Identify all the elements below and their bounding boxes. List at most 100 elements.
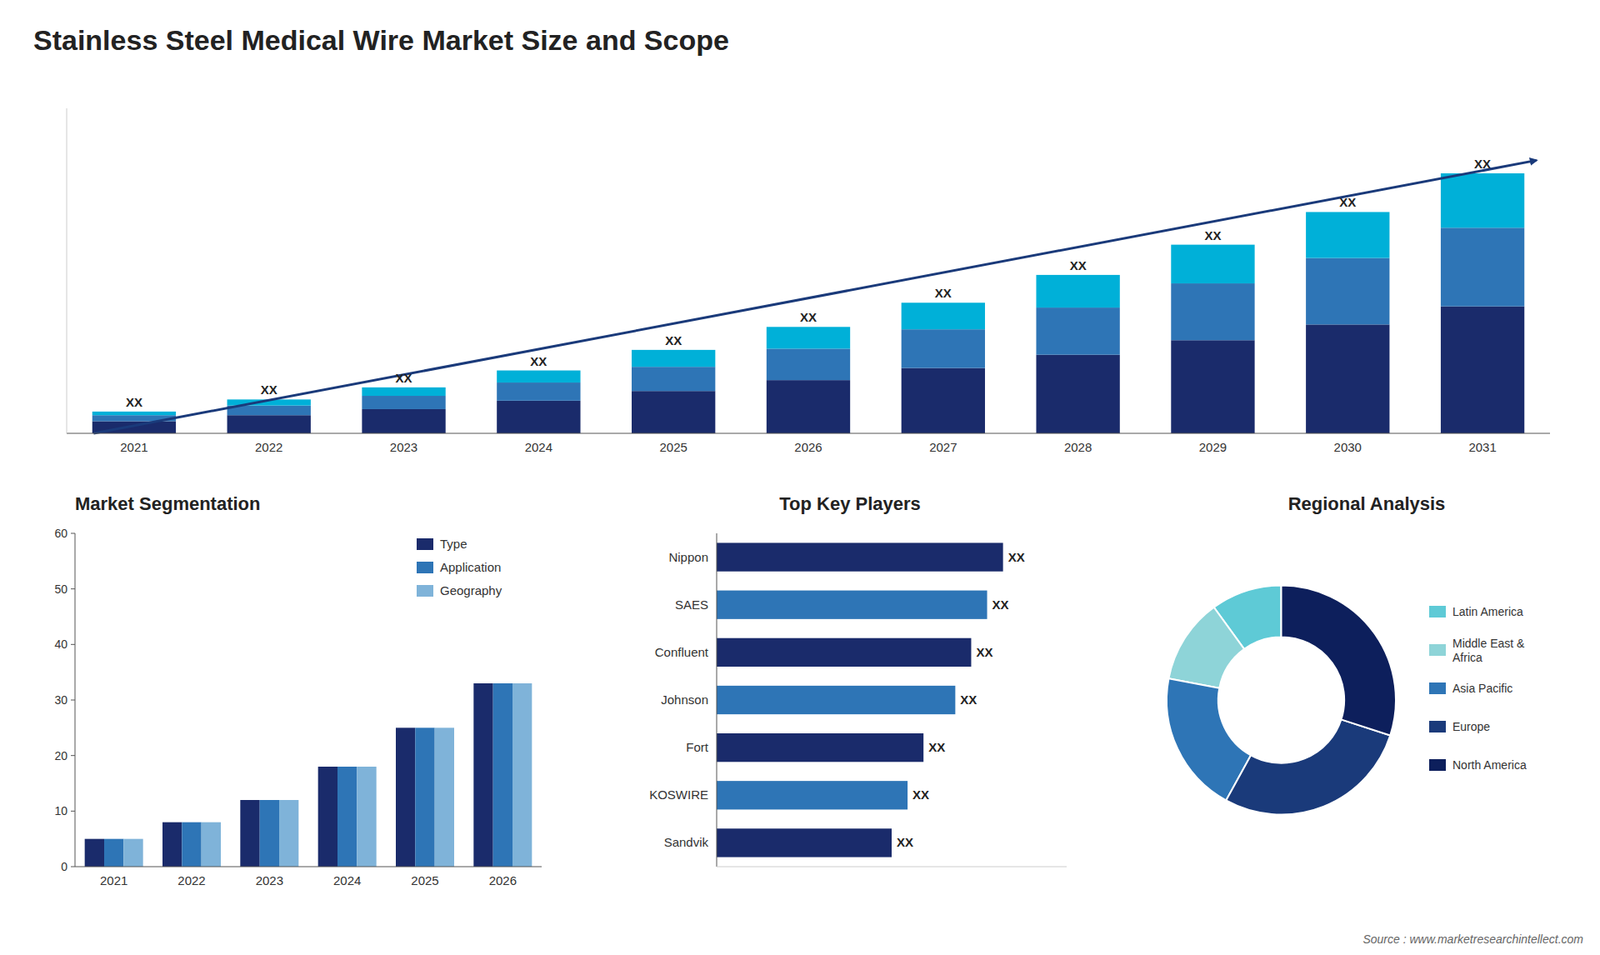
legend-swatch — [416, 585, 434, 597]
dashboard: Stainless Steel Medical Wire Market Size… — [0, 0, 1600, 955]
bar — [240, 800, 260, 867]
x-tick-label: 2023 — [255, 873, 284, 888]
bar — [493, 683, 513, 867]
donut-slice — [1168, 607, 1245, 689]
bar-segment — [361, 409, 445, 434]
legend-swatch — [1429, 605, 1446, 618]
x-axis-line — [75, 866, 542, 868]
bar-segment — [901, 368, 985, 434]
legend-label: Europe — [1452, 720, 1490, 734]
bar-segment — [1035, 307, 1120, 355]
bar — [162, 822, 182, 867]
bar-segment — [766, 348, 850, 380]
data-label: XX — [530, 354, 547, 369]
x-tick-label: 2021 — [120, 440, 148, 455]
y-tick-label: 50 — [54, 582, 68, 596]
legend-swatch — [1429, 759, 1446, 771]
bar-segment — [631, 390, 715, 434]
main-title: Stainless Steel Medical Wire Market Size… — [33, 24, 730, 56]
y-tick-label: 30 — [54, 693, 68, 707]
legend-label: Asia Pacific — [1452, 681, 1513, 695]
data-label: XX — [800, 310, 817, 325]
trend-arrow — [93, 160, 1536, 434]
data-label: XX — [935, 285, 952, 300]
legend-label-line: Asia Pacific — [1452, 681, 1513, 695]
data-label: XX — [260, 382, 278, 397]
bar — [123, 839, 143, 867]
bar — [260, 800, 280, 867]
y-tick — [70, 866, 75, 868]
y-tick-label: KOSWIRE — [649, 787, 709, 802]
data-label: XX — [125, 395, 143, 410]
bar-segment — [496, 370, 580, 384]
bar-segment — [361, 395, 445, 410]
x-tick-label: 2025 — [659, 440, 687, 455]
legend-label-line: Africa — [1452, 650, 1483, 665]
plot-area — [92, 173, 1525, 434]
bar-segment — [1305, 211, 1390, 258]
legend-label-line: North America — [1452, 758, 1527, 772]
bar-segment — [1440, 306, 1525, 434]
legend-label: Type — [440, 536, 468, 551]
data-label: XX — [912, 787, 930, 802]
data-label: XX — [1339, 195, 1356, 210]
bar-segment — [1035, 355, 1120, 434]
x-axis-line — [716, 866, 1067, 868]
legend-label: North America — [1452, 758, 1527, 772]
legend-swatch — [416, 561, 434, 574]
y-tick-label: Confluent — [655, 645, 710, 660]
legend-label: Geography — [440, 583, 503, 598]
y-tick-label: Nippon — [668, 550, 709, 565]
data-label: XX — [992, 597, 1010, 612]
data-label: XX — [928, 740, 945, 755]
legend-label: Middle East &Africa — [1452, 636, 1525, 665]
y-tick-label: 20 — [54, 749, 68, 763]
bar — [435, 727, 455, 867]
legend-label-line: Europe — [1452, 720, 1490, 734]
chart-title: Regional Analysis — [1288, 493, 1446, 515]
donut-slice — [1225, 719, 1390, 815]
x-tick-label: 2023 — [390, 440, 418, 455]
bar — [356, 766, 376, 867]
x-tick-label: 2024 — [333, 873, 361, 888]
data-label: XX — [1070, 258, 1087, 273]
x-tick-label: 2026 — [794, 440, 822, 455]
legend-label: Application — [440, 560, 501, 575]
bar-segment — [1170, 245, 1255, 284]
legend-swatch — [1429, 644, 1446, 656]
y-tick — [70, 588, 75, 590]
y-tick-label: 40 — [54, 637, 68, 651]
data-label: XX — [1204, 228, 1221, 243]
x-tick-label: 2022 — [255, 440, 283, 455]
bar-segment — [631, 366, 715, 391]
data-label: XX — [896, 835, 914, 850]
plot-area — [85, 683, 533, 867]
x-tick-label: 2025 — [410, 873, 439, 888]
y-tick — [70, 700, 75, 701]
x-tick-label: 2024 — [525, 440, 553, 455]
bar-segment — [766, 380, 850, 434]
bar — [337, 766, 357, 867]
bar-segment — [92, 411, 176, 415]
data-label: XX — [975, 645, 993, 660]
y-tick — [70, 810, 75, 812]
bar-segment — [1440, 227, 1525, 306]
bar — [181, 822, 201, 867]
bar — [512, 683, 532, 867]
bar-segment — [361, 387, 445, 396]
y-tick — [70, 755, 75, 756]
legend-label-line: Middle East & — [1452, 636, 1525, 650]
y-axis-line — [75, 533, 76, 867]
bar-segment — [1305, 324, 1390, 434]
legend-label-line: Latin America — [1452, 605, 1524, 619]
x-tick-label: 2028 — [1064, 440, 1092, 455]
bar-segment — [496, 382, 580, 401]
x-tick-label: 2022 — [177, 873, 205, 888]
legend-swatch — [1429, 720, 1446, 733]
y-axis-line — [716, 533, 718, 867]
bar — [716, 685, 955, 715]
x-tick-label: 2030 — [1334, 440, 1362, 455]
legend-swatch — [1429, 682, 1446, 695]
bar-segment — [496, 400, 580, 434]
y-tick-label: SAES — [675, 597, 709, 612]
